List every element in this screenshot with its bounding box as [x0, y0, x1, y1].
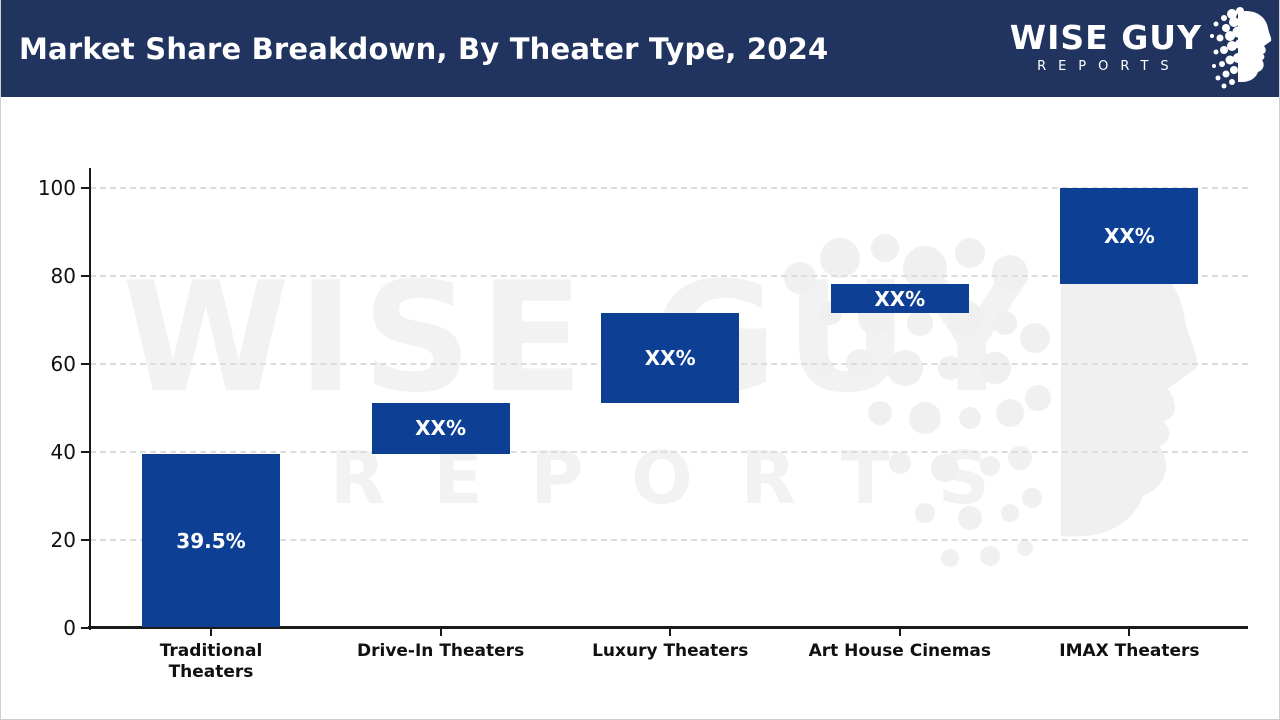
logo-wordmark-line2: REPORTS	[1037, 59, 1181, 75]
watermark-wordmark-line2: REPORTS	[330, 436, 1038, 520]
y-tick	[81, 362, 90, 365]
y-tick-label: 60	[50, 351, 76, 376]
y-tick	[81, 274, 90, 277]
bar-value-label: XX%	[1103, 223, 1155, 248]
waterfall-bar-1: 39.5%	[142, 453, 280, 628]
bar-value-label: XX%	[874, 286, 926, 311]
header-banner: Market Share Breakdown, By Theater Type,…	[0, 0, 1280, 97]
logo-head-icon	[1210, 7, 1272, 89]
y-tick-label: 100	[37, 175, 76, 200]
x-tick	[898, 629, 901, 636]
gridline	[90, 538, 1248, 541]
x-tick	[210, 629, 212, 636]
wiseguy-logo: WISE GUY REPORTS	[1010, 4, 1274, 94]
waterfall-bar-3: XX%	[601, 312, 740, 404]
y-tick-label: 0	[63, 615, 76, 640]
x-tick	[1128, 629, 1131, 636]
x-tick	[439, 629, 442, 636]
x-tick	[669, 629, 672, 636]
gridline	[90, 450, 1248, 453]
page-title: Market Share Breakdown, By Theater Type,…	[19, 31, 829, 66]
x-tick-label: Traditional Theaters	[159, 640, 263, 682]
y-tick	[81, 186, 90, 189]
bar-value-label: XX%	[415, 416, 467, 441]
logo-wordmark-line1: WISE GUY	[1009, 18, 1202, 57]
y-tick	[81, 626, 90, 629]
y-tick-label: 40	[50, 439, 76, 464]
y-axis-line	[89, 168, 91, 630]
y-tick-label: 80	[50, 263, 76, 288]
x-axis-line	[88, 626, 1248, 629]
gridline	[90, 274, 1248, 277]
waterfall-bar-4: XX%	[830, 284, 969, 313]
logo-wordmark: WISE GUY REPORTS	[1009, 18, 1202, 75]
x-tick-label: Art House Cinemas	[808, 640, 991, 661]
bar-value-label: 39.5%	[176, 528, 246, 553]
y-tick	[81, 450, 90, 453]
waterfall-bar-5: XX%	[1060, 187, 1199, 285]
x-tick-label: IMAX Theaters	[1059, 640, 1200, 661]
x-tick-label: Luxury Theaters	[592, 640, 749, 661]
y-tick	[81, 538, 90, 541]
y-tick-label: 20	[50, 527, 76, 552]
bar-value-label: XX%	[644, 345, 696, 370]
waterfall-bar-2: XX%	[371, 403, 510, 454]
gridline	[90, 186, 1248, 189]
x-tick-label: Drive-In Theaters	[356, 640, 525, 661]
